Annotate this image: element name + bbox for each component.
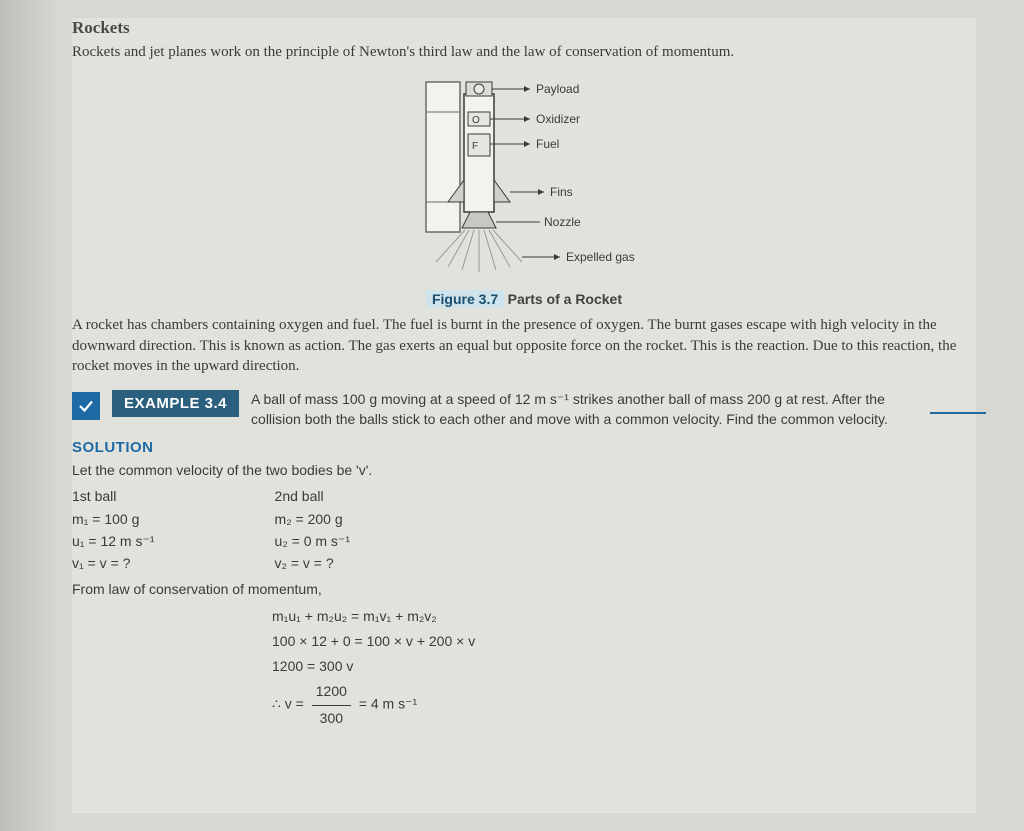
answer-prefix: ∴ v =	[272, 696, 304, 712]
eq1-left: m₁u₁ + m₂u₂	[272, 608, 347, 624]
rocket-figure: O F Payload Oxidizer	[72, 72, 976, 309]
conservation-statement: From law of conservation of momentum,	[72, 579, 976, 600]
ball1-mass: m₁ = 100 g	[72, 508, 155, 530]
ball1-v: v₁ = v = ?	[72, 552, 155, 574]
rocket-diagram-svg: O F Payload Oxidizer	[344, 72, 704, 282]
figure-title: Parts of a Rocket	[508, 291, 622, 307]
label-expelled: Expelled gas	[566, 250, 635, 264]
frac-numerator: 1200	[312, 679, 351, 705]
label-payload: Payload	[536, 82, 579, 96]
eq-line-3: 1200 = 300 v	[272, 654, 976, 679]
ball2-u: u₂ = 0 m s⁻¹	[275, 530, 350, 552]
figure-number: Figure 3.7	[426, 290, 504, 308]
svg-text:O: O	[472, 115, 480, 126]
solution-lead: Let the common velocity of the two bodie…	[72, 460, 976, 481]
eq-line-1: m₁u₁ + m₂u₂ = m₁v₁ + m₂v₂	[272, 604, 976, 629]
section-heading: Rockets	[72, 18, 976, 38]
eq-line-2: 100 × 12 + 0 = 100 × v + 200 × v	[272, 629, 976, 654]
ball1-u: u₁ = 12 m s⁻¹	[72, 530, 155, 552]
ball2-mass: m₂ = 200 g	[275, 508, 350, 530]
frac-denominator: 300	[312, 706, 351, 731]
example-text: A ball of mass 100 g moving at a speed o…	[251, 390, 976, 429]
eq3-left: 1200	[272, 658, 303, 674]
example-block: EXAMPLE 3.4 A ball of mass 100 g moving …	[72, 390, 976, 429]
eq-answer: ∴ v = 1200 300 = 4 m s⁻¹	[272, 679, 976, 730]
answer-suffix: = 4 m s⁻¹	[359, 696, 417, 712]
ball2-column: 2nd ball m₂ = 200 g u₂ = 0 m s⁻¹ v₂ = v …	[275, 485, 350, 575]
ball2-title: 2nd ball	[275, 485, 350, 507]
page-gutter	[0, 0, 60, 831]
eq3-right: 300 v	[319, 658, 353, 674]
textbook-page: Rockets Rockets and jet planes work on t…	[72, 18, 976, 813]
ball2-v: v₂ = v = ?	[275, 552, 350, 574]
example-label: EXAMPLE 3.4	[112, 390, 239, 417]
label-fins: Fins	[550, 185, 573, 199]
label-nozzle: Nozzle	[544, 215, 581, 229]
intro-paragraph: Rockets and jet planes work on the princ…	[72, 42, 976, 62]
label-oxidizer: Oxidizer	[536, 112, 580, 126]
given-data-columns: 1st ball m₁ = 100 g u₁ = 12 m s⁻¹ v₁ = v…	[72, 485, 976, 575]
ball1-column: 1st ball m₁ = 100 g u₁ = 12 m s⁻¹ v₁ = v…	[72, 485, 155, 575]
label-fuel: Fuel	[536, 137, 559, 151]
eq2-left: 100 × 12 + 0	[272, 633, 351, 649]
svg-text:F: F	[472, 141, 478, 152]
solution-heading: SOLUTION	[72, 439, 976, 456]
figure-caption: Figure 3.7 Parts of a Rocket	[72, 291, 976, 309]
eq2-right: 100 × v + 200 × v	[367, 633, 476, 649]
explanation-paragraph: A rocket has chambers containing oxygen …	[72, 315, 976, 376]
eq1-right: m₁v₁ + m₂v₂	[363, 608, 437, 624]
ball1-title: 1st ball	[72, 485, 155, 507]
answer-fraction: 1200 300	[312, 679, 351, 730]
math-derivation: m₁u₁ + m₂u₂ = m₁v₁ + m₂v₂ 100 × 12 + 0 =…	[272, 604, 976, 731]
check-icon	[72, 392, 100, 420]
